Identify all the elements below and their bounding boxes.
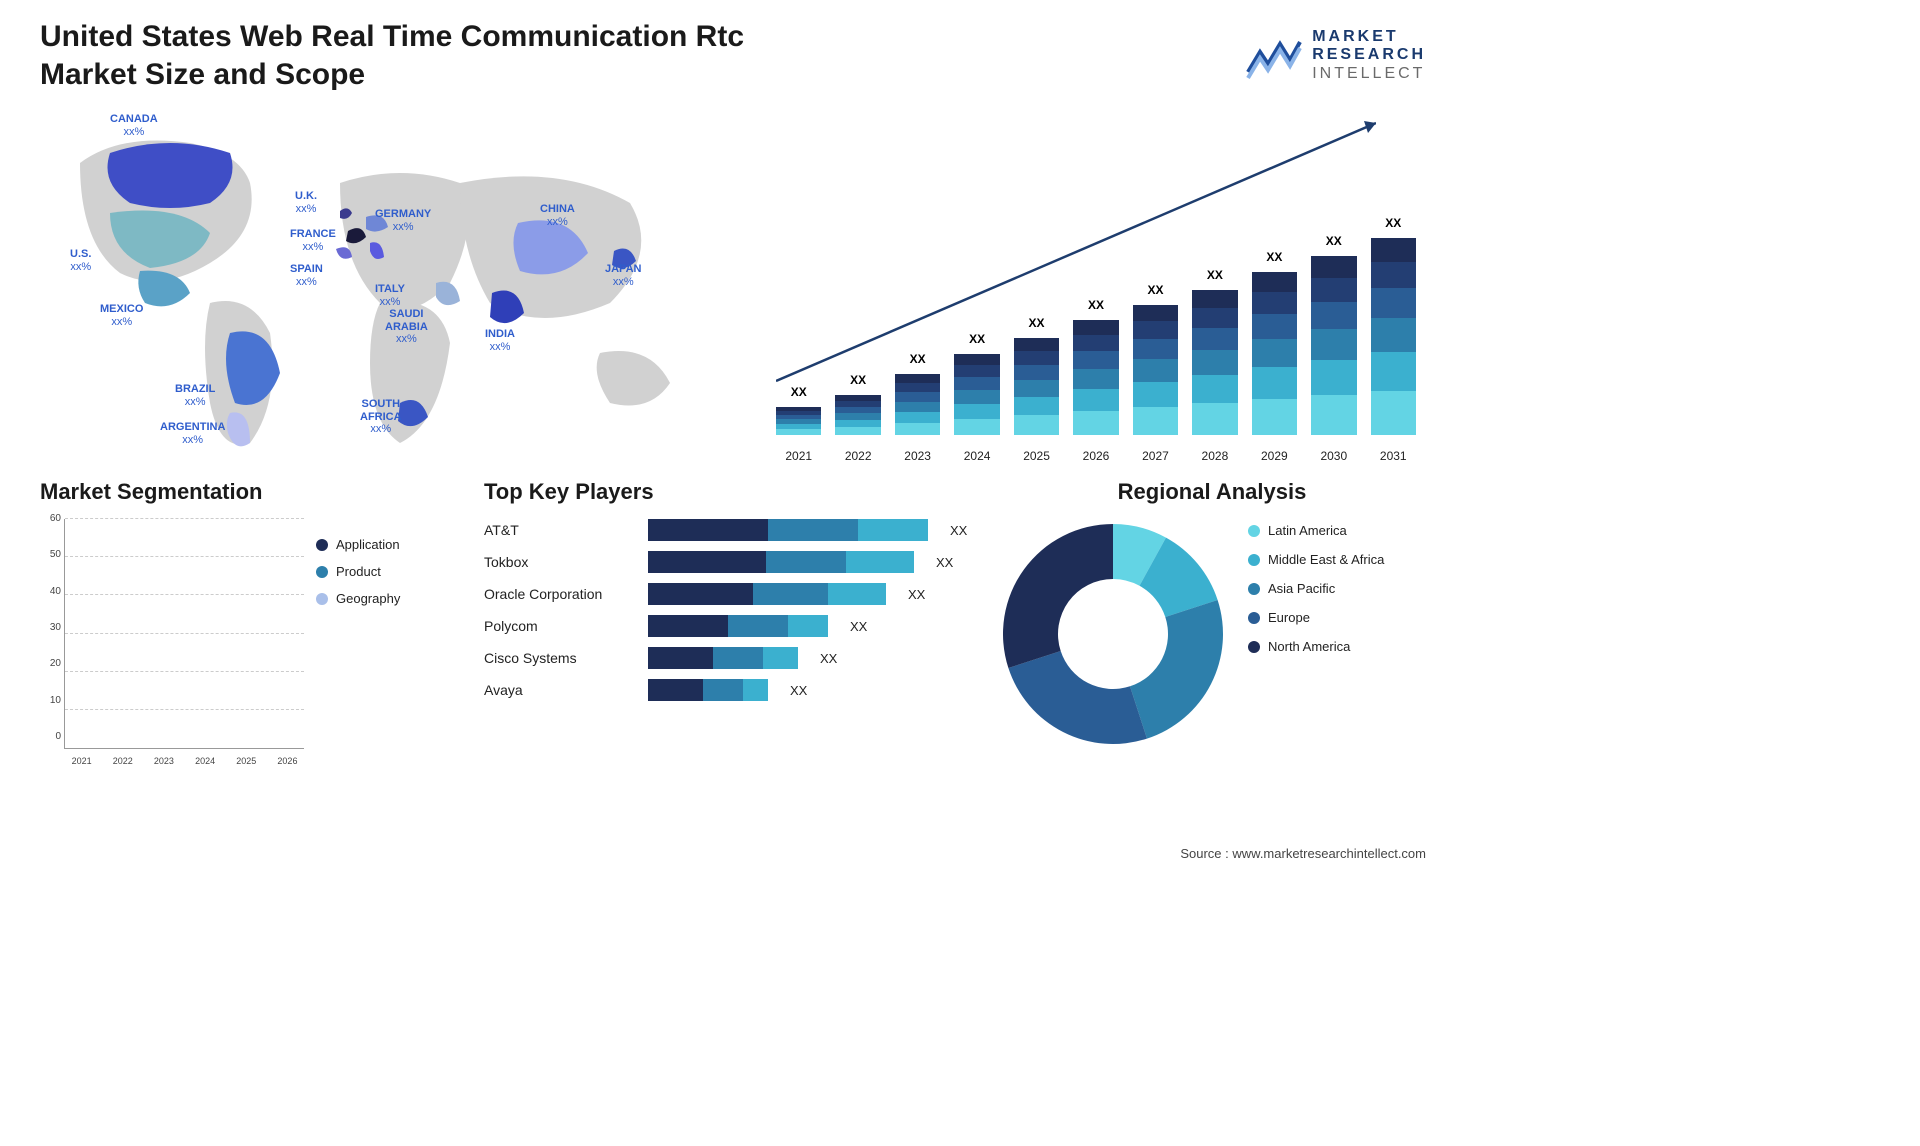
map-label: CANADAxx%	[110, 113, 158, 138]
growth-bar: XX	[1133, 305, 1178, 435]
map-label: SOUTHAFRICAxx%	[360, 398, 402, 436]
growth-bars: XXXXXXXXXXXXXXXXXXXXXX	[776, 135, 1416, 435]
growth-bar: XX	[1311, 256, 1356, 435]
map-label: JAPANxx%	[605, 263, 641, 288]
page-title: United States Web Real Time Communicatio…	[40, 18, 820, 93]
segmentation-panel: Market Segmentation 6050403020100 202120…	[40, 479, 460, 749]
map-label: SAUDIARABIAxx%	[385, 308, 428, 346]
map-label: BRAZILxx%	[175, 383, 215, 408]
growth-bar: XX	[1192, 290, 1237, 435]
growth-bar: XX	[776, 407, 821, 435]
map-label: CHINAxx%	[540, 203, 575, 228]
bottom-row: Market Segmentation 6050403020100 202120…	[0, 463, 1466, 749]
map-label: SPAINxx%	[290, 263, 323, 288]
legend-item: Product	[316, 564, 400, 579]
map-label: FRANCExx%	[290, 228, 336, 253]
growth-bar: XX	[835, 395, 880, 435]
donut-slice	[1008, 651, 1147, 744]
players-panel: Top Key Players AT&TXX TokboxXX Oracle Cor…	[484, 479, 974, 749]
segmentation-plot: 6050403020100 202120222023202420252026	[64, 519, 304, 749]
brand-logo: MARKET RESEARCH INTELLECT	[1246, 18, 1426, 93]
player-row: Cisco SystemsXX	[484, 647, 974, 669]
donut-slice	[1130, 600, 1223, 739]
legend-item: Middle East & Africa	[1248, 552, 1384, 567]
regional-title: Regional Analysis	[998, 479, 1426, 505]
player-row: AT&TXX	[484, 519, 974, 541]
players-title: Top Key Players	[484, 479, 974, 505]
player-row: TokboxXX	[484, 551, 974, 573]
growth-bar: XX	[1371, 238, 1416, 435]
legend-item: Latin America	[1248, 523, 1384, 538]
growth-chart: XXXXXXXXXXXXXXXXXXXXXX 20212022202320242…	[766, 103, 1426, 463]
growth-bar: XX	[1014, 338, 1059, 435]
growth-bar: XX	[1252, 272, 1297, 435]
regional-legend: Latin America Middle East & Africa Asia Pa…	[1248, 523, 1384, 654]
segmentation-legend: Application Product Geography	[316, 537, 400, 749]
player-row: PolycomXX	[484, 615, 974, 637]
map-label: INDIAxx%	[485, 328, 515, 353]
map-label: U.K.xx%	[295, 190, 317, 215]
player-row: AvayaXX	[484, 679, 974, 701]
donut-slice	[1003, 524, 1113, 668]
player-row: Oracle CorporationXX	[484, 583, 974, 605]
logo-text: MARKET RESEARCH INTELLECT	[1312, 28, 1426, 83]
map-label: U.S.xx%	[70, 248, 91, 273]
growth-bar: XX	[1073, 320, 1118, 435]
growth-bar: XX	[895, 374, 940, 435]
source-text: Source : www.marketresearchintellect.com	[1180, 846, 1426, 861]
legend-item: North America	[1248, 639, 1384, 654]
map-label: MEXICOxx%	[100, 303, 143, 328]
regional-panel: Regional Analysis Latin America Middle Ea…	[998, 479, 1426, 749]
legend-item: Application	[316, 537, 400, 552]
world-map: CANADAxx% U.S.xx% MEXICOxx% BRAZILxx% ARGENT…	[40, 103, 746, 463]
map-label: ARGENTINAxx%	[160, 421, 225, 446]
map-label: ITALYxx%	[375, 283, 405, 308]
players-rows: AT&TXX TokboxXX Oracle CorporationXX Polyco…	[484, 519, 974, 701]
map-label: GERMANYxx%	[375, 208, 431, 233]
legend-item: Europe	[1248, 610, 1384, 625]
header: United States Web Real Time Communicatio…	[0, 0, 1466, 93]
logo-icon	[1246, 32, 1302, 80]
segmentation-title: Market Segmentation	[40, 479, 460, 505]
growth-xlabels: 2021202220232024202520262027202820292030…	[776, 449, 1416, 463]
legend-item: Geography	[316, 591, 400, 606]
donut-chart	[998, 519, 1228, 749]
legend-item: Asia Pacific	[1248, 581, 1384, 596]
growth-bar: XX	[954, 354, 999, 435]
top-row: CANADAxx% U.S.xx% MEXICOxx% BRAZILxx% ARGENT…	[0, 93, 1466, 463]
